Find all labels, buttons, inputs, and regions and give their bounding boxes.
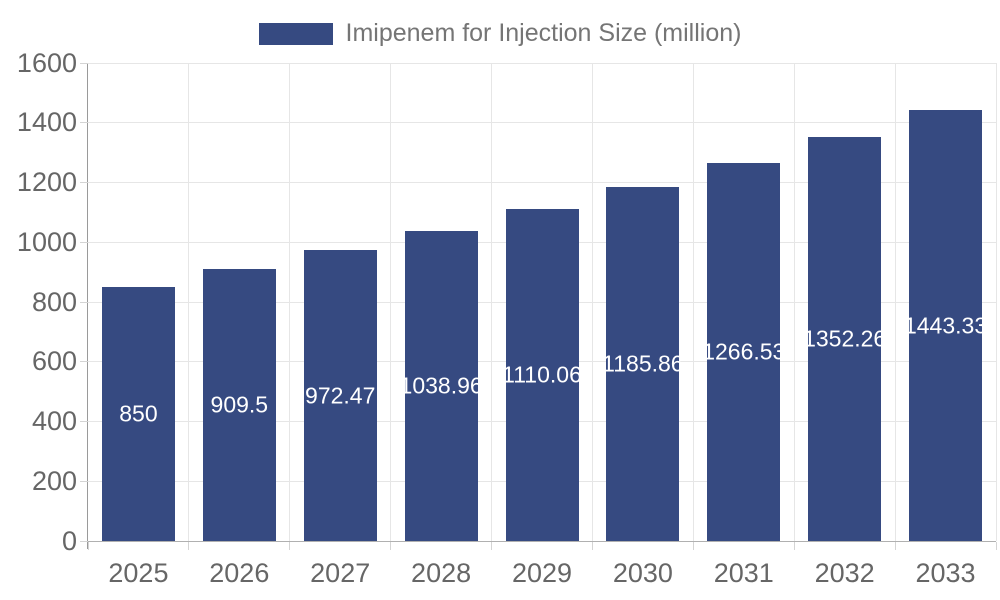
x-axis-tick xyxy=(692,542,694,550)
bar-value-label: 972.47 xyxy=(305,382,376,408)
bar-value-label: 1038.96 xyxy=(399,372,483,399)
bar: 1038.96 xyxy=(400,231,483,541)
x-axis-line xyxy=(80,541,996,542)
v-gridline xyxy=(188,63,190,541)
y-axis-tick xyxy=(80,540,88,542)
x-axis-tick xyxy=(793,542,795,550)
x-axis-tick xyxy=(894,542,896,550)
x-axis-tick xyxy=(390,542,392,550)
bar: 909.5 xyxy=(202,269,276,541)
y-axis-tick xyxy=(80,421,88,422)
bar: 1352.26 xyxy=(803,137,886,541)
y-tick-label: 200 xyxy=(31,465,77,496)
v-gridline xyxy=(390,63,392,541)
v-gridline xyxy=(995,63,997,541)
h-gridline xyxy=(88,182,996,183)
bar: 1185.86 xyxy=(602,187,684,541)
bar-value-label: 1185.86 xyxy=(602,350,684,377)
v-gridline xyxy=(692,63,694,541)
x-tick-label: 2030 xyxy=(612,558,673,588)
x-tick-label: 2025 xyxy=(108,558,169,588)
y-tick-label: 800 xyxy=(31,286,77,317)
bar-value-label: 850 xyxy=(119,400,158,427)
bar: 850 xyxy=(101,287,175,541)
h-gridline xyxy=(88,122,996,124)
x-tick-label: 2033 xyxy=(915,558,976,588)
y-axis-tick xyxy=(80,480,88,482)
v-gridline xyxy=(793,63,795,541)
legend[interactable]: Imipenem for Injection Size (million) xyxy=(0,21,1000,46)
y-axis-tick xyxy=(80,301,88,303)
y-axis-tick xyxy=(80,241,88,243)
y-axis-tick xyxy=(80,182,88,183)
x-axis-tick xyxy=(87,542,89,550)
bar: 972.47 xyxy=(303,250,377,541)
bar: 1266.53 xyxy=(702,163,785,541)
x-axis-tick xyxy=(289,542,291,550)
v-gridline xyxy=(894,63,896,541)
y-tick-label: 0 xyxy=(61,525,77,556)
y-tick-label: 1600 xyxy=(16,47,77,78)
h-gridline xyxy=(88,62,996,64)
y-tick-label: 1000 xyxy=(16,226,77,257)
legend-swatch[interactable] xyxy=(258,22,333,45)
plot-area: 850 909.5 972.47 1038.96 1110.06 1185.86 1266.… xyxy=(88,62,997,541)
v-gridline xyxy=(491,63,493,541)
v-gridline xyxy=(591,63,593,541)
v-gridline xyxy=(289,63,291,541)
x-tick-label: 2027 xyxy=(310,558,371,588)
bar-value-label: 1352.26 xyxy=(803,325,887,352)
x-tick-label: 2026 xyxy=(209,558,270,588)
x-tick-label: 2028 xyxy=(411,558,472,588)
x-tick-label: 2031 xyxy=(713,558,774,588)
y-tick-label: 600 xyxy=(31,346,77,377)
x-tick-label: 2032 xyxy=(814,558,875,588)
bar: 1443.33 xyxy=(904,110,987,541)
y-axis-tick xyxy=(80,62,88,64)
bar-value-label: 909.5 xyxy=(210,391,269,418)
y-tick-label: 1400 xyxy=(16,107,77,138)
y-axis-tick xyxy=(80,122,88,124)
legend-label: Imipenem for Injection Size (million) xyxy=(345,19,742,47)
x-tick-label: 2029 xyxy=(511,558,573,588)
y-tick-label: 1200 xyxy=(16,167,77,197)
y-axis-line xyxy=(87,63,88,549)
y-tick-label: 400 xyxy=(31,406,77,436)
bar-value-label: 1110.06 xyxy=(502,361,582,388)
bar: 1110.06 xyxy=(502,209,582,541)
y-axis-tick xyxy=(80,361,88,363)
x-axis-tick xyxy=(491,542,493,550)
bar-value-label: 1443.33 xyxy=(903,312,988,338)
x-axis-tick xyxy=(591,542,593,550)
x-axis-tick xyxy=(188,542,190,550)
bar-value-label: 1266.53 xyxy=(702,338,786,365)
x-axis-tick xyxy=(995,542,997,550)
